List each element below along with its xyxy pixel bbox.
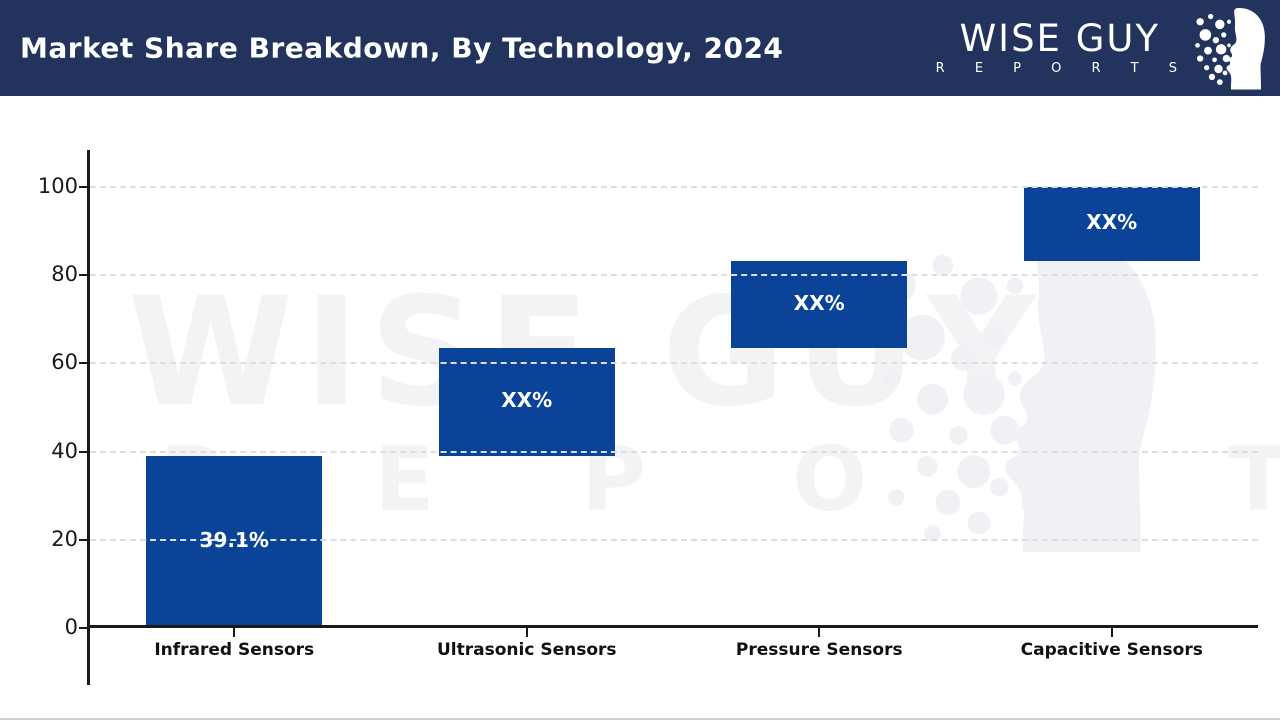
x-tick-mark	[525, 628, 528, 637]
y-tick-label: 20	[51, 526, 78, 551]
y-tick-mark	[79, 538, 87, 541]
y-tick-label: 80	[51, 262, 78, 287]
bar-value-label: XX%	[1086, 210, 1138, 235]
y-gridline	[90, 186, 1258, 188]
bar-value-label: 39.1%	[199, 527, 269, 552]
y-tick-mark	[79, 627, 87, 629]
wise-guy-reports-logo: WISE GUY R E P O R T S	[930, 4, 1266, 92]
y-gridline	[90, 450, 1258, 453]
watermark-head-icon	[881, 231, 1156, 552]
y-tick-mark	[79, 186, 87, 188]
logo-head-icon	[1195, 7, 1265, 90]
chart-area: WISE GUY R E P O R T S 02040608010039.1%…	[0, 96, 1280, 720]
y-tick-label: 60	[51, 350, 78, 375]
bottom-divider	[0, 718, 1280, 720]
y-tick-mark	[79, 274, 87, 277]
y-tick-label: 0	[64, 615, 78, 639]
x-tick-label: Pressure Sensors	[735, 640, 903, 660]
x-tick-label: Capacitive Sensors	[1020, 640, 1203, 660]
y-tick-mark	[79, 362, 87, 365]
y-axis-line	[87, 150, 90, 685]
bar-ultrasonic-sensors	[438, 347, 615, 456]
y-gridline	[90, 538, 1258, 541]
x-tick-label: Ultrasonic Sensors	[436, 640, 617, 660]
x-axis-line	[87, 625, 1258, 628]
y-tick-mark	[79, 450, 87, 453]
y-tick-label: 40	[51, 438, 78, 463]
x-tick-mark	[1110, 628, 1113, 637]
x-tick-label: Infrared Sensors	[154, 640, 315, 660]
x-tick-mark	[233, 628, 236, 637]
header-band: Market Share Breakdown, By Technology, 2…	[0, 0, 1280, 96]
logo-subtitle: R E P O R T S	[935, 60, 1190, 76]
y-gridline	[90, 274, 1258, 277]
y-tick-label: 100	[37, 174, 78, 198]
bar-infrared-sensors	[146, 455, 323, 628]
chart-title: Market Share Breakdown, By Technology, 2…	[20, 31, 784, 65]
bar-value-label: XX%	[793, 290, 845, 315]
bar-value-label: XX%	[501, 387, 553, 412]
bar-capacitive-sensors	[1023, 187, 1200, 262]
logo-text: WISE GUY R E P O R T S	[930, 17, 1190, 76]
x-tick-mark	[818, 628, 821, 637]
logo-wordmark: WISE GUY	[959, 17, 1161, 61]
y-gridline	[90, 362, 1258, 365]
